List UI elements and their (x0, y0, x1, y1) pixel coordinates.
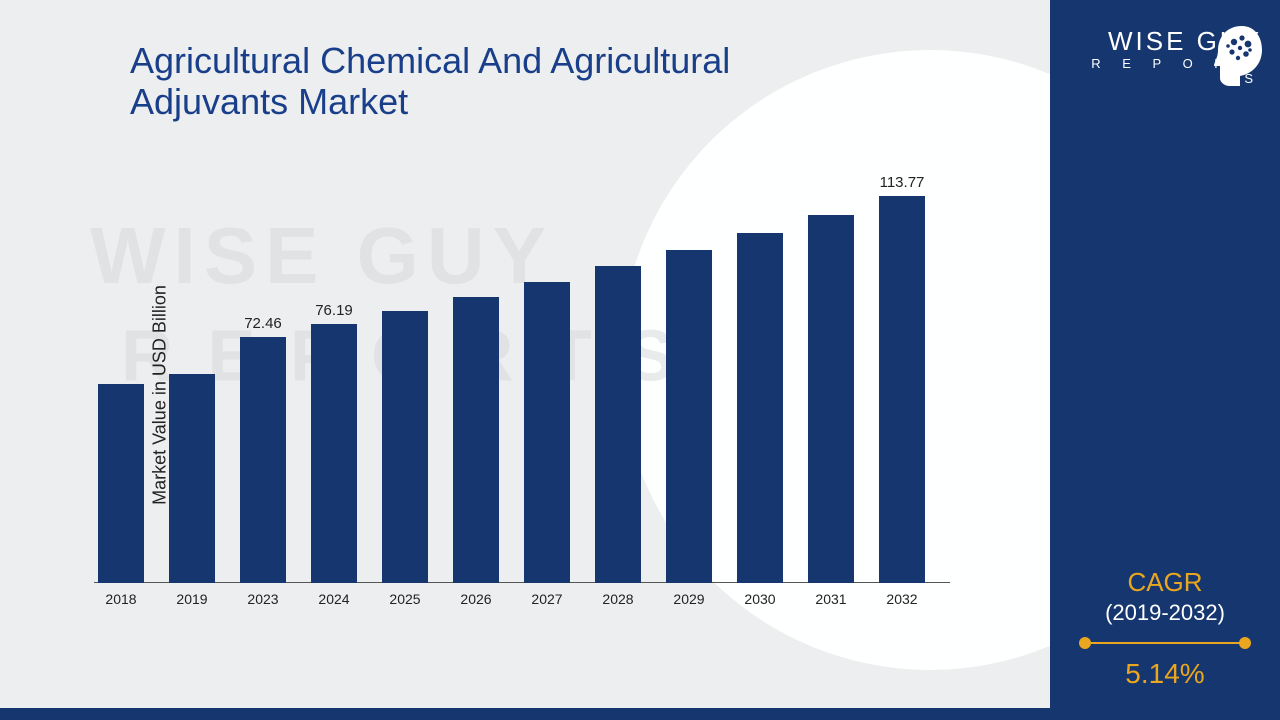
bar: 113.77 (879, 196, 925, 583)
x-tick-label: 2032 (869, 591, 935, 607)
plot-area: 72.46 76.19 113.77 (94, 175, 950, 583)
bar (595, 266, 641, 583)
bar (98, 384, 144, 583)
x-tick-label: 2025 (372, 591, 438, 607)
bar (808, 215, 854, 583)
bar-value-label: 72.46 (240, 315, 286, 332)
bar (524, 282, 570, 583)
x-tick-label: 2028 (585, 591, 651, 607)
x-tick-label: 2026 (443, 591, 509, 607)
cagr-title: CAGR (1050, 567, 1280, 598)
page-root: WISE GUY R E P O R T S WISE GUY R E P O … (0, 0, 1280, 720)
bar (666, 250, 712, 583)
chart-title: Agricultural Chemical And Agricultural A… (130, 40, 830, 123)
bar (382, 311, 428, 583)
bottom-strip (0, 708, 1050, 720)
cagr-divider (1085, 642, 1245, 644)
bar-value-label: 113.77 (879, 174, 925, 191)
cagr-panel: CAGR (2019-2032) 5.14% (1050, 567, 1280, 690)
bar-chart: Market Value in USD Billion 72.4676.1911… (50, 175, 950, 615)
x-tick-label: 2029 (656, 591, 722, 607)
bar: 76.19 (311, 324, 357, 583)
x-tick-label: 2023 (230, 591, 296, 607)
bar: 72.46 (240, 337, 286, 583)
x-tick-label: 2024 (301, 591, 367, 607)
bar (169, 374, 215, 583)
x-tick-label: 2031 (798, 591, 864, 607)
bar (453, 297, 499, 583)
brain-head-icon (1212, 24, 1268, 88)
x-tick-label: 2018 (88, 591, 154, 607)
x-tick-label: 2030 (727, 591, 793, 607)
bar-value-label: 76.19 (311, 302, 357, 319)
x-tick-label: 2027 (514, 591, 580, 607)
x-tick-label: 2019 (159, 591, 225, 607)
cagr-value: 5.14% (1050, 658, 1280, 690)
brand-logo: WISE GUY R E P O R T S (1062, 28, 1262, 86)
cagr-range: (2019-2032) (1050, 600, 1280, 626)
bar (737, 233, 783, 583)
